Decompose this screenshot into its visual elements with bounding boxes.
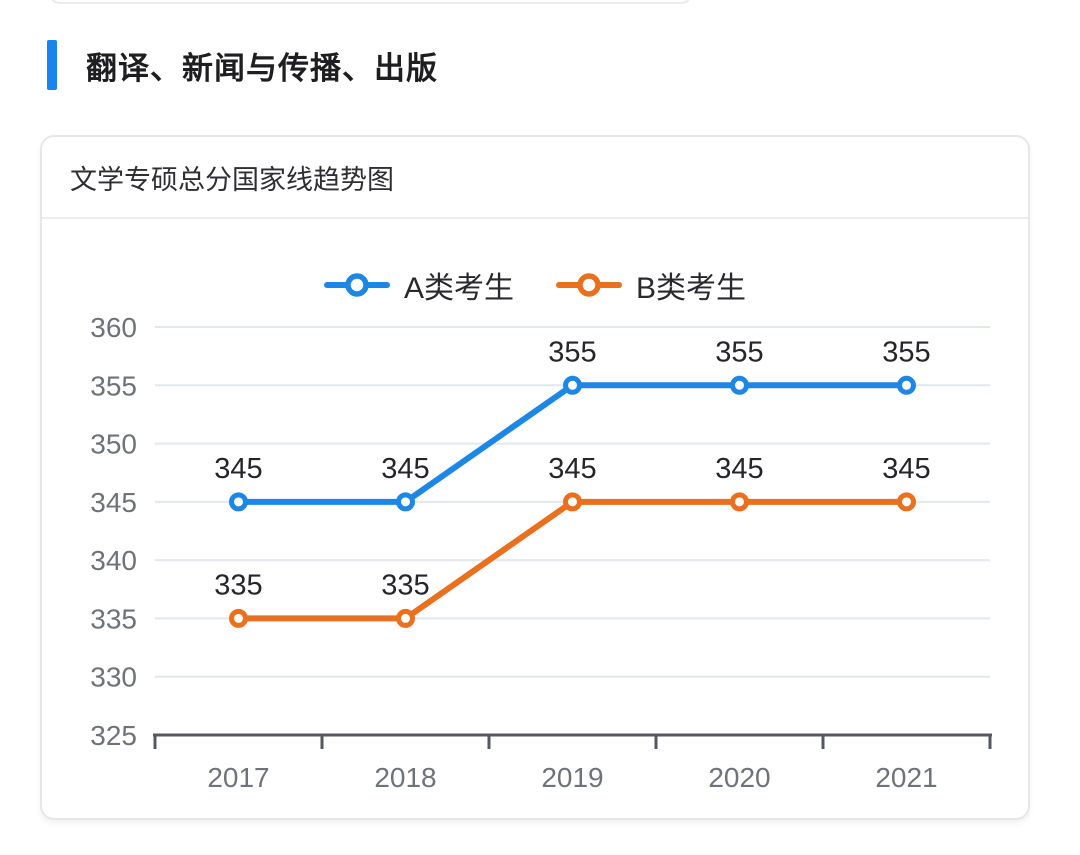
legend-line-marker-icon-b (556, 272, 622, 298)
point-label: 345 (548, 453, 596, 485)
point-label: 355 (715, 336, 763, 368)
legend-item-series-b[interactable]: B类考生 (556, 263, 746, 307)
data-point-marker (897, 375, 916, 395)
x-tick-label: 2018 (374, 762, 436, 793)
section-accent-bar (47, 40, 57, 90)
data-point-marker (897, 492, 916, 512)
point-label: 335 (381, 569, 429, 601)
point-label: 335 (214, 569, 262, 601)
y-tick-label: 345 (90, 487, 137, 518)
x-tick-label: 2021 (875, 762, 937, 793)
x-tick-label: 2019 (541, 762, 603, 793)
chart-legend: A类考生 B类考生 (42, 263, 1028, 307)
section-title: 翻译、新闻与传播、出版 (86, 50, 438, 86)
point-label: 345 (214, 453, 262, 485)
x-tick-label: 2017 (207, 762, 269, 793)
point-label: 345 (882, 453, 930, 485)
legend-item-series-a[interactable]: A类考生 (323, 263, 514, 307)
data-point-marker (563, 375, 582, 395)
y-tick-label: 355 (90, 370, 137, 401)
previous-card-bottom-edge (48, 0, 693, 4)
data-point-marker (229, 608, 248, 628)
point-label: 355 (882, 336, 930, 368)
y-tick-label: 340 (90, 545, 137, 576)
y-tick-label: 330 (90, 662, 137, 693)
point-label: 345 (715, 453, 763, 485)
y-tick-label: 360 (90, 312, 137, 343)
trend-chart: 325 330 335 340 345 350 355 360 2017 2018 2019 2020… (90, 312, 992, 793)
data-point-marker (396, 492, 415, 512)
data-point-marker (229, 492, 248, 512)
legend-line-marker-icon-a (323, 272, 390, 298)
data-point-marker (563, 492, 582, 512)
chart-card-title: 文学专硕总分国家线趋势图 (70, 164, 394, 195)
legend-label-a: A类考生 (403, 272, 514, 305)
chart-card-header: 文学专硕总分国家线趋势图 (42, 137, 1028, 219)
chart-card: 文学专硕总分国家线趋势图 A类考生 B类考生 325 330 335 340 345 35… (40, 135, 1030, 820)
data-point-marker (396, 608, 415, 628)
point-label: 355 (548, 336, 596, 368)
point-label: 345 (381, 453, 429, 485)
chart-area: A类考生 B类考生 325 330 335 340 345 350 355 360 2017 20… (42, 219, 1028, 818)
data-point-marker (730, 492, 749, 512)
legend-label-b: B类考生 (636, 272, 747, 305)
section-header: 翻译、新闻与传播、出版 (47, 40, 438, 90)
y-tick-label: 335 (90, 603, 137, 634)
x-tick-label: 2020 (708, 762, 770, 793)
y-tick-label: 325 (90, 720, 137, 751)
y-tick-label: 350 (90, 429, 137, 460)
data-point-marker (730, 375, 749, 395)
